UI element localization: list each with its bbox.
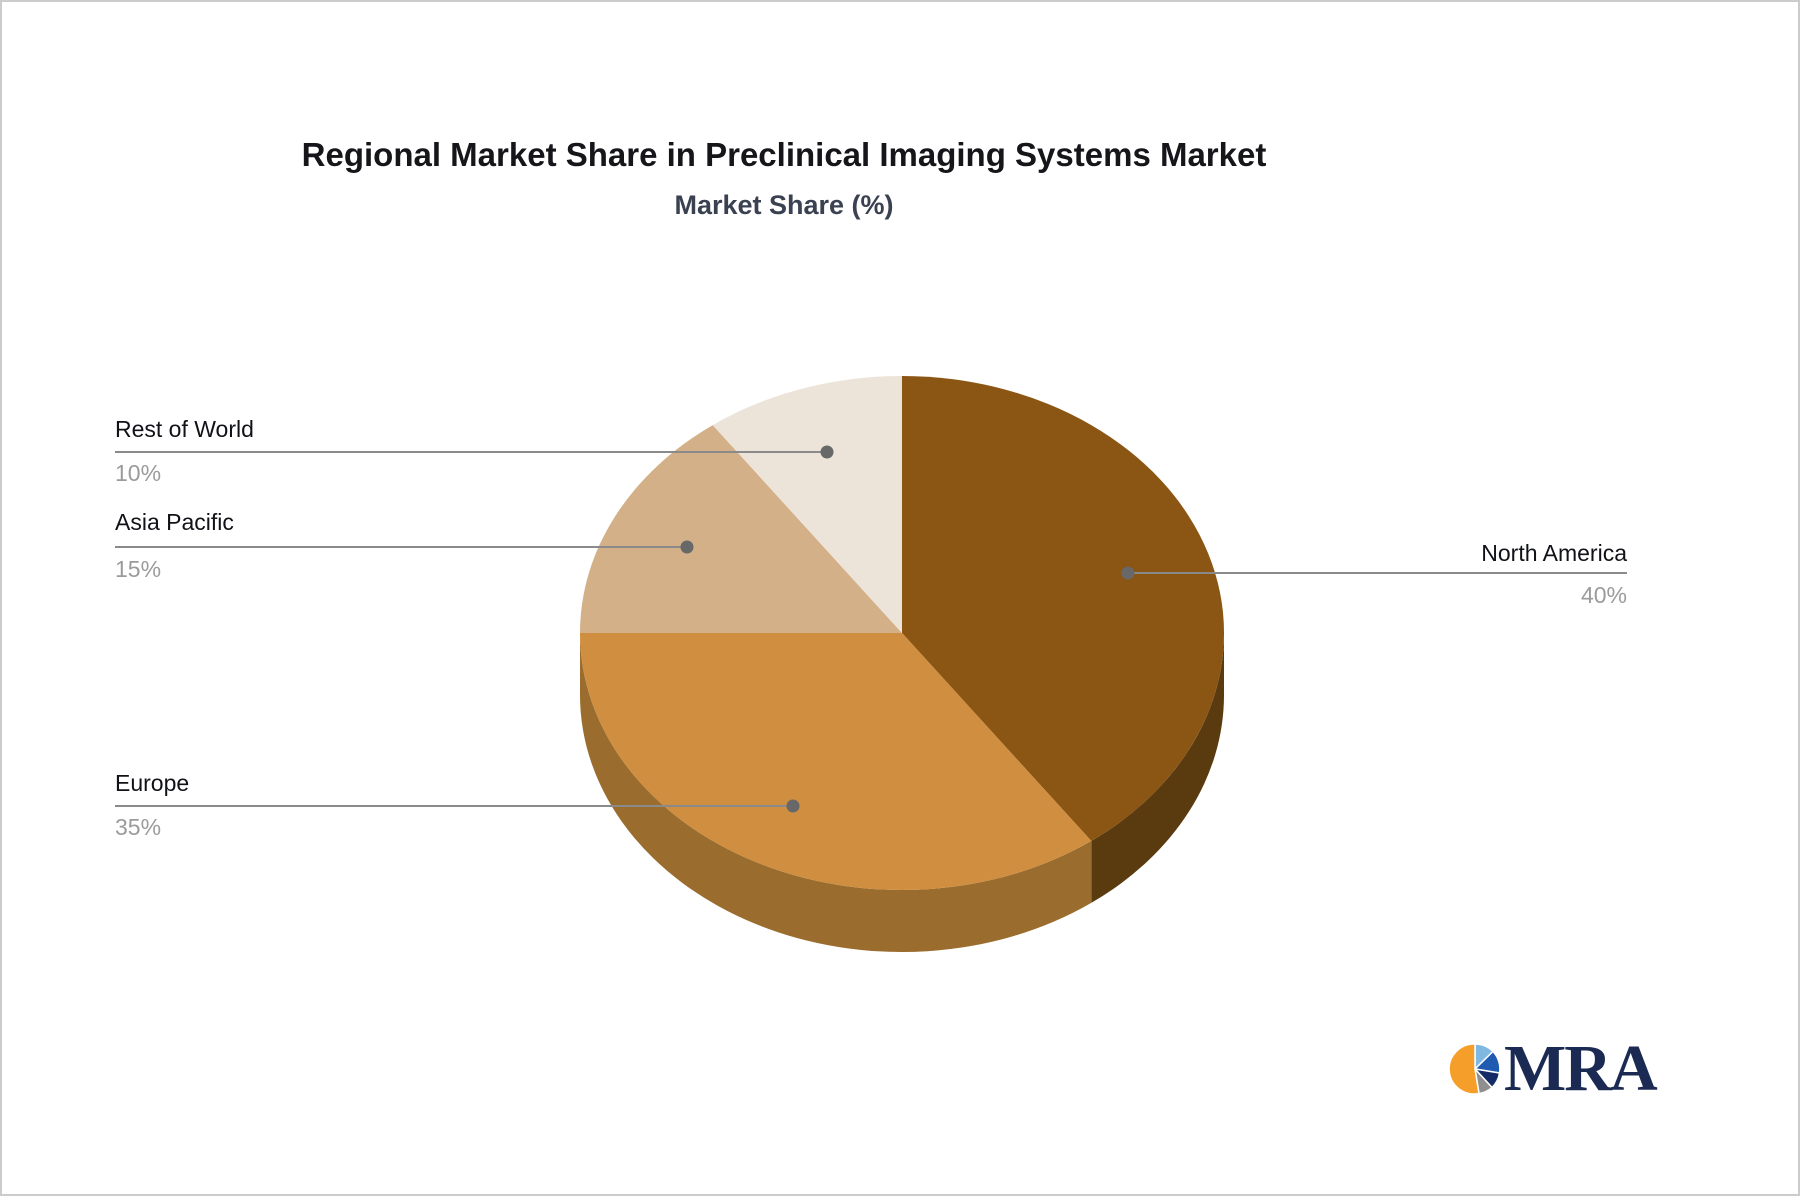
pie-value-north-america: 40%: [1580, 582, 1627, 608]
pie-slice-europe[interactable]: [580, 633, 1092, 891]
pie-slice-asia-pacific[interactable]: [580, 425, 902, 633]
pie-value-europe: 35%: [115, 814, 162, 840]
pie-value-rest-of-world: 10%: [115, 460, 162, 486]
pie-slice-side-north-america: [1091, 633, 1224, 903]
brand-logo: MRA: [1448, 1032, 1658, 1105]
chart-subtitle: Market Share (%): [674, 190, 894, 220]
pie-label-europe: Europe: [115, 770, 190, 796]
pie-slice-side-europe: [580, 633, 1092, 953]
pie-label-rest-of-world: Rest of World: [115, 416, 254, 442]
pie-value-asia-pacific: 15%: [115, 556, 162, 582]
brand-logo-text: MRA: [1504, 1032, 1658, 1105]
chart-title: Regional Market Share in Preclinical Ima…: [301, 136, 1267, 173]
pie-label-north-america: North America: [1481, 540, 1627, 566]
brand-logo-pie-icon: [1448, 1043, 1501, 1095]
pie-connector-dot-asia-pacific: [680, 540, 694, 554]
pie-connector-dot-europe: [786, 799, 800, 813]
pie-slice-north-america[interactable]: [902, 376, 1225, 841]
pie-label-asia-pacific: Asia Pacific: [115, 509, 234, 535]
pie-slice-rest-of-world[interactable]: [712, 376, 902, 633]
pie-connector-dot-north-america: [1121, 566, 1135, 580]
pie-connector-dot-rest-of-world: [820, 445, 834, 459]
